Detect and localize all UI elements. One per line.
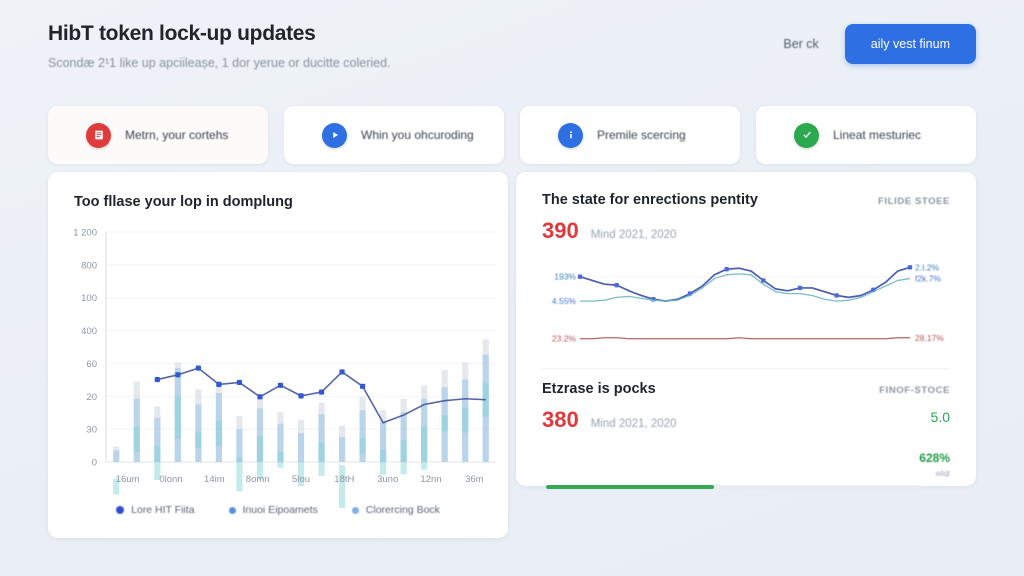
- section-one-metric: 390 Mind 2021, 2020: [542, 218, 950, 244]
- svg-text:193%: 193%: [554, 272, 576, 282]
- info-icon: [558, 122, 583, 148]
- line-chart-svg[interactable]: 193% 2.I.2% 4.55% f2k.7% 23.2% 28.17%: [542, 250, 950, 360]
- section-two-header: Etzrase is pocks FINOF-STOCE: [542, 381, 950, 397]
- progress-bar-fill: [546, 485, 715, 489]
- bar-chart-canvas-wrap: 1 200 800 100 400 60 20 30 0 16um 0lonn 14im 8omn 5l…: [48, 224, 508, 529]
- svg-text:8omn: 8omn: [246, 474, 270, 485]
- legend-dot-icon: [228, 506, 236, 514]
- document-icon: [86, 122, 111, 148]
- header-actions: Ber ck aily vest finum: [783, 24, 976, 64]
- stat-card-onboarding[interactable]: Whin you ohcuroding: [284, 106, 504, 164]
- section-two-value: 380: [542, 407, 579, 432]
- section-one-header: The state for enrections pentity FILIDE …: [542, 192, 950, 208]
- svg-text:f2k.7%: f2k.7%: [915, 274, 941, 284]
- stat-card-label: Lineat mesturiec: [833, 128, 922, 142]
- svg-text:36m: 36m: [465, 474, 484, 485]
- section-one-title: The state for enrections pentity: [542, 192, 758, 208]
- section-one-sublabel: Mind 2021, 2020: [590, 229, 677, 241]
- play-icon: [322, 122, 347, 148]
- svg-text:18tH: 18tH: [334, 474, 354, 485]
- legend-label: Inuoi Eipoamets: [242, 504, 318, 516]
- legend-item[interactable]: Clorercing Bock: [351, 504, 440, 516]
- bar-chart-svg[interactable]: 1 200 800 100 400 60 20 30 0 16um 0lonn 14im 8omn 5l…: [48, 224, 508, 524]
- svg-text:0: 0: [92, 458, 97, 469]
- legend-dot-icon: [351, 506, 359, 514]
- bar-chart-title: Too fllase your lop in domplung: [74, 194, 293, 210]
- legend-dot-icon: [116, 506, 125, 514]
- stat-card-measures[interactable]: Lineat mesturiec: [756, 106, 976, 164]
- legend-item[interactable]: Lore HIT Fiita: [116, 504, 195, 516]
- svg-text:20: 20: [86, 392, 97, 403]
- svg-text:1 200: 1 200: [73, 228, 97, 239]
- metrics-section-two: Etzrase is pocks FINOF-STOCE 380 Mind 20…: [516, 365, 976, 489]
- bar-chart-panel: Too fllase your lop in domplung 1 200 800…: [48, 172, 508, 538]
- metrics-panel: The state for enrections pentity FILIDE …: [516, 172, 976, 489]
- stat-card-label: Metrn, your cortehs: [125, 128, 229, 142]
- svg-text:23.2%: 23.2%: [552, 334, 577, 344]
- stat-card-label: Premile scercing: [597, 128, 686, 142]
- stat-card-label: Whin you ohcuroding: [361, 128, 474, 142]
- svg-text:2.I.2%: 2.I.2%: [915, 262, 940, 272]
- svg-text:30: 30: [86, 425, 97, 436]
- svg-text:5lou: 5lou: [292, 474, 310, 485]
- section-two-green-percent: 628%: [919, 451, 950, 465]
- section-divider: [542, 368, 950, 369]
- stat-card-sourcing[interactable]: Premile scercing: [520, 106, 740, 164]
- section-one-corner-label: FILIDE STOEE: [878, 196, 950, 207]
- bar-chart-header: Too fllase your lop in domplung: [48, 172, 508, 210]
- legend-label: Lore HIT Fiita: [131, 504, 195, 516]
- section-two-green-note: wlqt: [935, 469, 950, 478]
- svg-text:16um: 16um: [116, 474, 140, 485]
- section-two-side-stats: 5.0 628% wlqt: [919, 409, 950, 478]
- svg-text:14im: 14im: [204, 474, 225, 485]
- check-leaf-icon: [794, 122, 819, 148]
- primary-action-button[interactable]: aily vest finum: [844, 24, 976, 64]
- section-two-title: Etzrase is pocks: [542, 381, 656, 397]
- svg-text:12nn: 12nn: [420, 474, 441, 485]
- svg-text:800: 800: [81, 260, 97, 271]
- stat-card-row: Metrn, your cortehs Whin you ohcuroding …: [48, 106, 976, 164]
- progress-bar-track[interactable]: [546, 485, 920, 489]
- legend-label: Clorercing Bock: [365, 504, 440, 516]
- back-link[interactable]: Ber ck: [783, 37, 819, 51]
- section-two-green-value: 5.0: [930, 409, 950, 425]
- section-two-metric: 380 Mind 2021, 2020: [542, 407, 950, 433]
- page-header: HibT token lock-up updates Scondæ 2¹1 li…: [48, 22, 976, 78]
- stat-card-metrics[interactable]: Metrn, your cortehs: [48, 106, 268, 164]
- svg-text:100: 100: [81, 293, 97, 304]
- svg-text:28.17%: 28.17%: [915, 333, 944, 343]
- bar-chart-legend: Lore HIT Fiita Inuoi Eipoamets Clorercin…: [48, 504, 508, 516]
- page-title: HibT token lock-up updates: [48, 22, 316, 45]
- svg-text:0lonn: 0lonn: [159, 474, 182, 485]
- section-two-corner-label: FINOF-STOCE: [879, 385, 950, 396]
- svg-text:400: 400: [81, 326, 97, 337]
- section-one-value: 390: [542, 218, 579, 243]
- metrics-section-one: The state for enrections pentity FILIDE …: [516, 172, 976, 365]
- page-subtitle: Scondæ 2¹1 like up apciileaṣe, 1 dor yer…: [48, 56, 391, 70]
- section-two-sublabel: Mind 2021, 2020: [590, 418, 677, 430]
- svg-text:3uno: 3uno: [377, 474, 398, 485]
- legend-item[interactable]: Inuoi Eipoamets: [228, 504, 318, 516]
- svg-text:4.55%: 4.55%: [552, 296, 577, 306]
- svg-text:60: 60: [86, 359, 97, 370]
